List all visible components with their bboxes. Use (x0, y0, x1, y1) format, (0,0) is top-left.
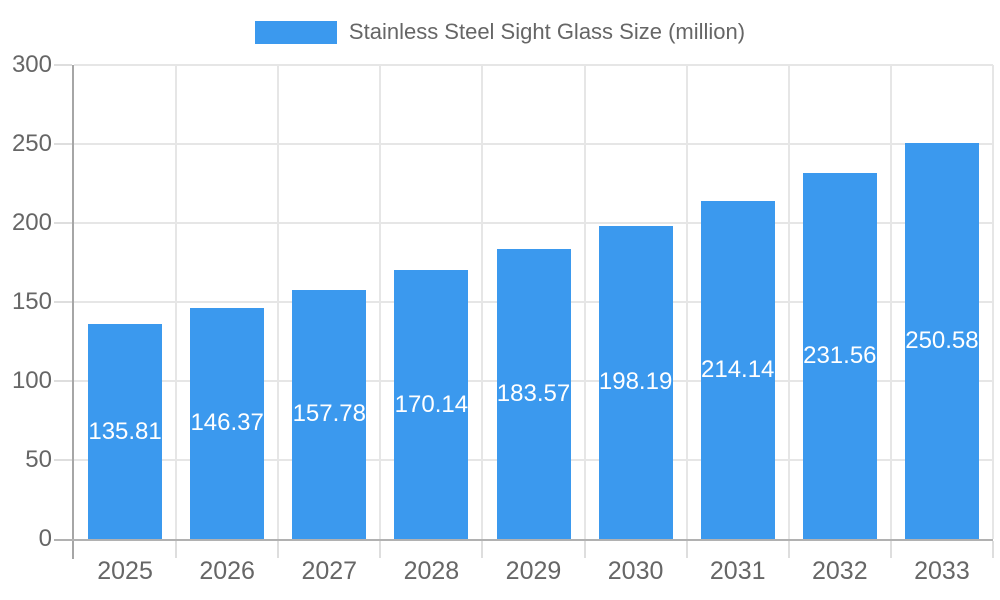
gridline-vertical (379, 65, 382, 539)
y-axis-label: 300 (11, 51, 52, 78)
x-axis-label: 2030 (607, 557, 664, 585)
legend-series-label: Stainless Steel Sight Glass Size (millio… (348, 19, 746, 44)
y-axis-label: 0 (38, 525, 52, 552)
x-axis-label: 2028 (403, 557, 460, 585)
y-axis-tick (54, 143, 72, 145)
bar-2032[interactable] (802, 173, 877, 539)
bar-2030[interactable] (598, 225, 673, 539)
x-axis-tick (685, 541, 688, 558)
y-axis-label: 100 (11, 367, 52, 394)
gridline-horizontal (74, 143, 993, 145)
y-axis-label: 50 (25, 446, 52, 473)
x-axis-tick (379, 541, 382, 558)
bar-2025[interactable] (88, 324, 163, 539)
x-axis-tick (787, 541, 790, 558)
x-axis-tick (175, 541, 178, 558)
gridline-horizontal (74, 64, 993, 66)
gridline-vertical (175, 65, 178, 539)
x-axis-tick (481, 541, 484, 558)
bar-2031[interactable] (700, 200, 775, 539)
y-axis-tick (54, 222, 72, 224)
bar-2029[interactable] (496, 248, 571, 539)
x-axis-tick (992, 541, 994, 558)
y-axis-tick (54, 380, 72, 382)
x-axis-line (54, 539, 993, 541)
bar-value-label: 157.78 (292, 400, 366, 428)
bar-value-label: 135.81 (88, 417, 162, 445)
gridline-vertical (685, 65, 688, 539)
bar-value-label: 231.56 (803, 342, 877, 370)
gridline-horizontal (74, 222, 993, 224)
y-axis-line (72, 65, 74, 559)
gridline-vertical (481, 65, 484, 539)
x-axis-label: 2031 (709, 557, 766, 585)
bar-2033[interactable] (904, 143, 979, 539)
x-axis-label: 2027 (301, 557, 358, 585)
y-axis-tick (54, 64, 72, 66)
legend-color-swatch (254, 20, 337, 44)
x-axis-tick (583, 541, 586, 558)
bar-value-label: 146.37 (190, 409, 264, 437)
x-axis-label: 2026 (199, 557, 255, 585)
gridline-vertical (583, 65, 586, 539)
gridline-vertical (889, 65, 892, 539)
x-axis-label: 2025 (97, 557, 153, 585)
y-axis-label: 250 (11, 130, 52, 157)
x-axis-label: 2033 (914, 557, 970, 585)
gridline-vertical (992, 65, 994, 539)
x-axis-label: 2032 (812, 557, 868, 585)
bar-value-label: 170.14 (394, 390, 469, 418)
gridline-vertical (277, 65, 280, 539)
x-axis-tick (889, 541, 892, 558)
y-axis-tick (54, 301, 72, 303)
chart-legend[interactable]: Stainless Steel Sight Glass Size (millio… (0, 17, 1000, 47)
gridline-vertical (787, 65, 790, 539)
y-axis-label: 200 (11, 209, 52, 236)
y-axis-tick (54, 459, 72, 461)
bar-2028[interactable] (394, 270, 469, 539)
y-axis-label: 150 (11, 288, 52, 315)
bar-2026[interactable] (190, 307, 265, 539)
bar-value-label: 198.19 (598, 368, 673, 396)
x-axis-label: 2029 (505, 557, 562, 585)
bar-2027[interactable] (292, 289, 367, 539)
bar-value-label: 183.57 (496, 379, 571, 407)
bar-value-label: 214.14 (701, 355, 775, 383)
bar-value-label: 250.58 (905, 327, 979, 355)
x-axis-tick (277, 541, 280, 558)
